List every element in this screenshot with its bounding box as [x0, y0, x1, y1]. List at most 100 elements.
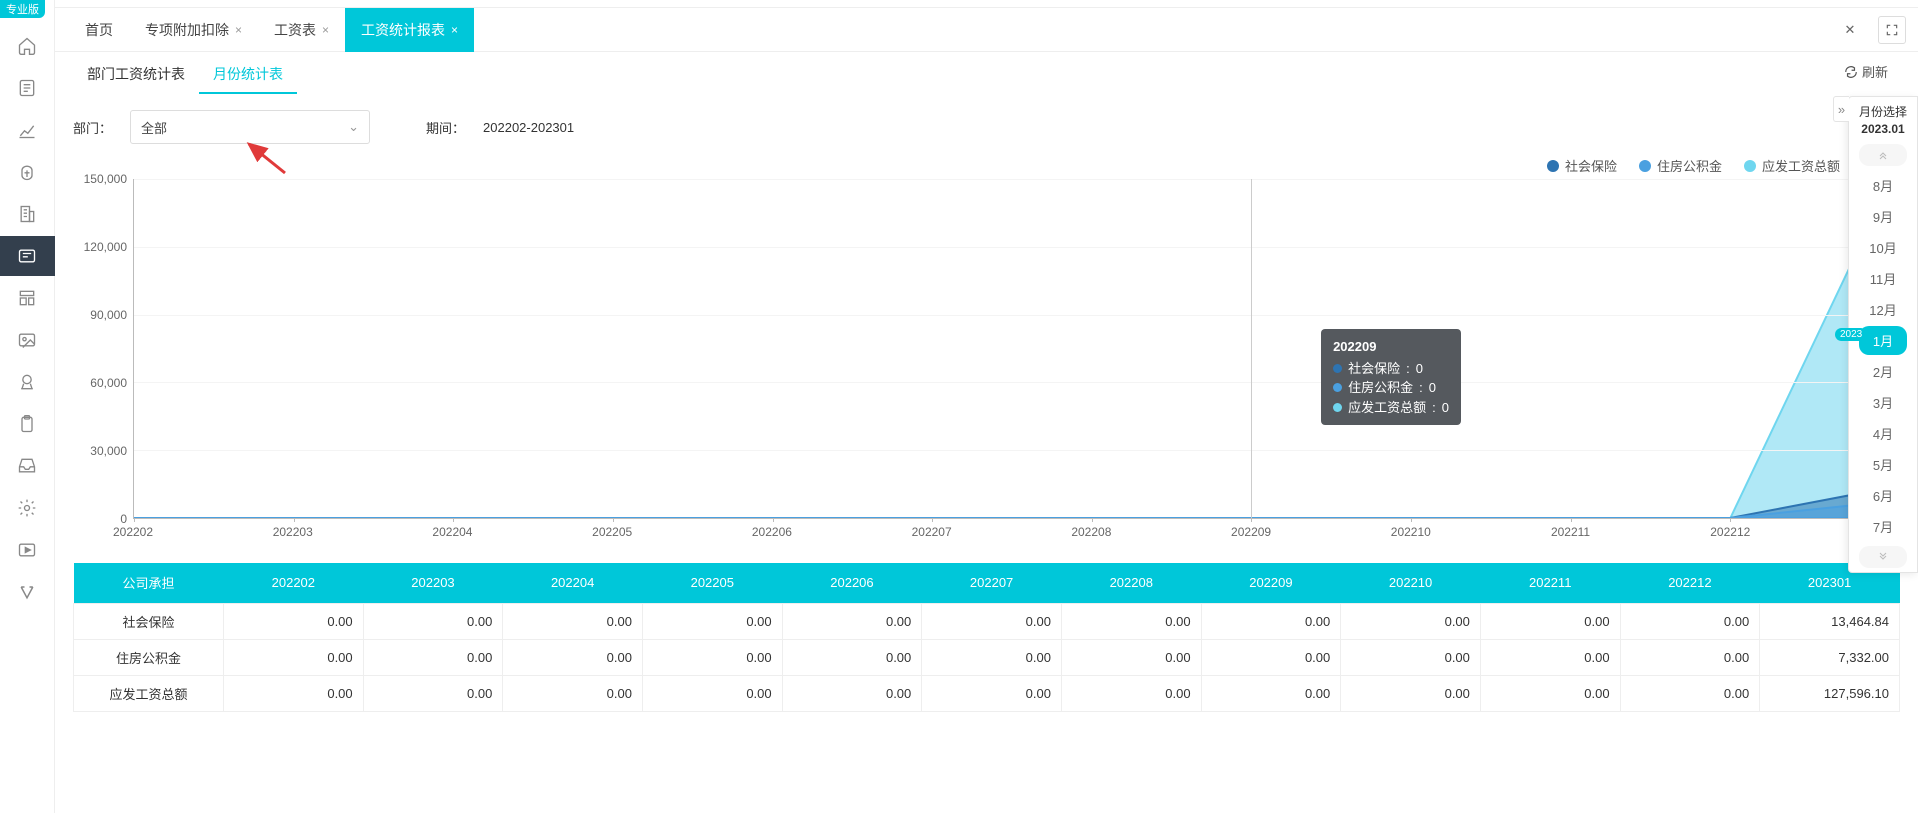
- chart-legend: 社会保险 住房公积金 应发工资总额: [73, 152, 1900, 179]
- period-value: 202202-202301: [483, 120, 574, 135]
- month-option[interactable]: 10月: [1859, 233, 1907, 262]
- month-scroll-down-button[interactable]: [1859, 546, 1907, 568]
- nav-money-icon[interactable]: [0, 152, 55, 192]
- legend-item[interactable]: 社会保险: [1547, 156, 1617, 175]
- chart-y-axis: 030,00060,00090,000120,000150,000: [73, 179, 133, 519]
- nav-stamp-icon[interactable]: [0, 362, 55, 402]
- table-row: 住房公积金0.000.000.000.000.000.000.000.000.0…: [74, 639, 1900, 675]
- table-cell: 0.00: [503, 675, 643, 711]
- table-cell: 0.00: [363, 675, 503, 711]
- refresh-label: 刷新: [1862, 62, 1888, 81]
- tab-home[interactable]: 首页: [69, 8, 129, 52]
- nav-template-icon[interactable]: [0, 278, 55, 318]
- table-cell: 0.00: [363, 603, 503, 639]
- chart-series-area: [134, 488, 1890, 518]
- subtab-dept-stats[interactable]: 部门工资统计表: [73, 54, 199, 94]
- month-picker-title: 月份选择: [1849, 97, 1917, 122]
- tab-special-deduction[interactable]: 专项附加扣除 ×: [129, 8, 258, 52]
- table-cell: 0.00: [1620, 675, 1760, 711]
- table-row-label: 住房公积金: [74, 639, 224, 675]
- y-tick-label: 90,000: [90, 308, 127, 322]
- subtab-month-stats[interactable]: 月份统计表: [199, 54, 297, 94]
- tab-label: 专项附加扣除: [145, 20, 229, 40]
- tab-payroll[interactable]: 工资表×: [258, 8, 345, 52]
- table-cell: 0.00: [922, 675, 1062, 711]
- nav-clipboard-icon[interactable]: [0, 404, 55, 444]
- dept-label: 部门：: [73, 118, 112, 137]
- x-tick-label: 202211: [1551, 525, 1590, 539]
- table-cell: 0.00: [1061, 603, 1201, 639]
- period-label: 期间：: [426, 118, 465, 137]
- month-option[interactable]: 7月: [1859, 512, 1907, 541]
- nav-inbox-icon[interactable]: [0, 446, 55, 486]
- fullscreen-button[interactable]: [1878, 16, 1906, 44]
- table-cell: 0.00: [642, 603, 782, 639]
- x-tick-label: 202205: [592, 525, 632, 539]
- table-container: 公司承担202202202203202204202205202206202207…: [55, 549, 1918, 712]
- nav-home-icon[interactable]: [0, 26, 55, 66]
- table-cell: 0.00: [1341, 675, 1481, 711]
- nav-doc-icon[interactable]: [0, 68, 55, 108]
- table-header: 202205: [642, 563, 782, 603]
- tab-label: 工资统计报表: [361, 20, 445, 40]
- table-header: 202202: [224, 563, 364, 603]
- legend-item[interactable]: 住房公积金: [1639, 156, 1722, 175]
- chart-container: 社会保险 住房公积金 应发工资总额 030,00060,00090,000120…: [55, 152, 1918, 549]
- refresh-button[interactable]: 刷新: [1844, 62, 1888, 81]
- table-row-label: 应发工资总额: [74, 675, 224, 711]
- month-option[interactable]: 3月: [1859, 388, 1907, 417]
- nav-building-icon[interactable]: [0, 194, 55, 234]
- month-option[interactable]: 4月: [1859, 419, 1907, 448]
- page-tabs: 首页 专项附加扣除 × 工资表× 工资统计报表 × ✕: [55, 8, 1918, 52]
- legend-item[interactable]: 应发工资总额: [1744, 156, 1840, 175]
- close-icon[interactable]: ×: [235, 23, 242, 37]
- tab-payroll-stats[interactable]: 工资统计报表 ×: [345, 8, 474, 52]
- legend-dot-icon: [1744, 160, 1756, 172]
- table-header: 202206: [782, 563, 922, 603]
- stats-table: 公司承担202202202203202204202205202206202207…: [73, 563, 1900, 712]
- month-option[interactable]: 12月: [1859, 295, 1907, 324]
- month-option[interactable]: 8月: [1859, 171, 1907, 200]
- nav-v-icon[interactable]: [0, 572, 55, 612]
- nav-image-icon[interactable]: [0, 320, 55, 360]
- x-tick-label: 202208: [1071, 525, 1111, 539]
- close-icon[interactable]: ×: [322, 23, 329, 37]
- year-chip: 2023: [1835, 328, 1867, 341]
- nav-play-icon[interactable]: [0, 530, 55, 570]
- x-tick-label: 202202: [113, 525, 153, 539]
- month-option[interactable]: 6月: [1859, 481, 1907, 510]
- chevron-down-icon: ⌄: [348, 119, 359, 135]
- month-scroll-up-button[interactable]: [1859, 144, 1907, 166]
- table-row: 应发工资总额0.000.000.000.000.000.000.000.000.…: [74, 675, 1900, 711]
- subtab-label: 月份统计表: [213, 66, 283, 82]
- month-picker-panel: » 月份选择 2023.01 8月9月10月11月12月1月20232月3月4月…: [1848, 96, 1918, 573]
- table-cell: 0.00: [503, 639, 643, 675]
- legend-label: 应发工资总额: [1762, 156, 1840, 175]
- nav-settings-icon[interactable]: [0, 488, 55, 528]
- table-header: 202208: [1061, 563, 1201, 603]
- gridline: [134, 450, 1890, 451]
- chart-x-axis: 2022022022032022042022052022062022072022…: [133, 519, 1890, 549]
- area-chart[interactable]: 030,00060,00090,000120,000150,000 202202…: [73, 179, 1900, 549]
- legend-dot-icon: [1547, 160, 1559, 172]
- gridline: [134, 247, 1890, 248]
- table-header: 公司承担: [74, 563, 224, 603]
- dept-select[interactable]: 全部 ⌄: [130, 110, 370, 144]
- nav-payroll-icon[interactable]: [0, 236, 55, 276]
- month-option[interactable]: 2月: [1859, 357, 1907, 386]
- y-tick-label: 120,000: [84, 240, 127, 254]
- nav-chart-icon[interactable]: [0, 110, 55, 150]
- close-icon[interactable]: ×: [451, 23, 458, 37]
- table-header: 202211: [1480, 563, 1620, 603]
- month-option[interactable]: 1月2023: [1859, 326, 1907, 355]
- table-header: 202203: [363, 563, 503, 603]
- chart-hover-line: [1251, 179, 1252, 518]
- month-list: 8月9月10月11月12月1月20232月3月4月5月6月7月: [1849, 170, 1917, 542]
- month-option[interactable]: 11月: [1859, 264, 1907, 293]
- month-option[interactable]: 9月: [1859, 202, 1907, 231]
- y-tick-label: 60,000: [90, 376, 127, 390]
- panel-collapse-button[interactable]: »: [1833, 96, 1849, 122]
- close-all-tabs-button[interactable]: ✕: [1836, 16, 1864, 44]
- month-option[interactable]: 5月: [1859, 450, 1907, 479]
- filter-row: 部门： 全部 ⌄ 期间： 202202-202301: [55, 94, 1918, 152]
